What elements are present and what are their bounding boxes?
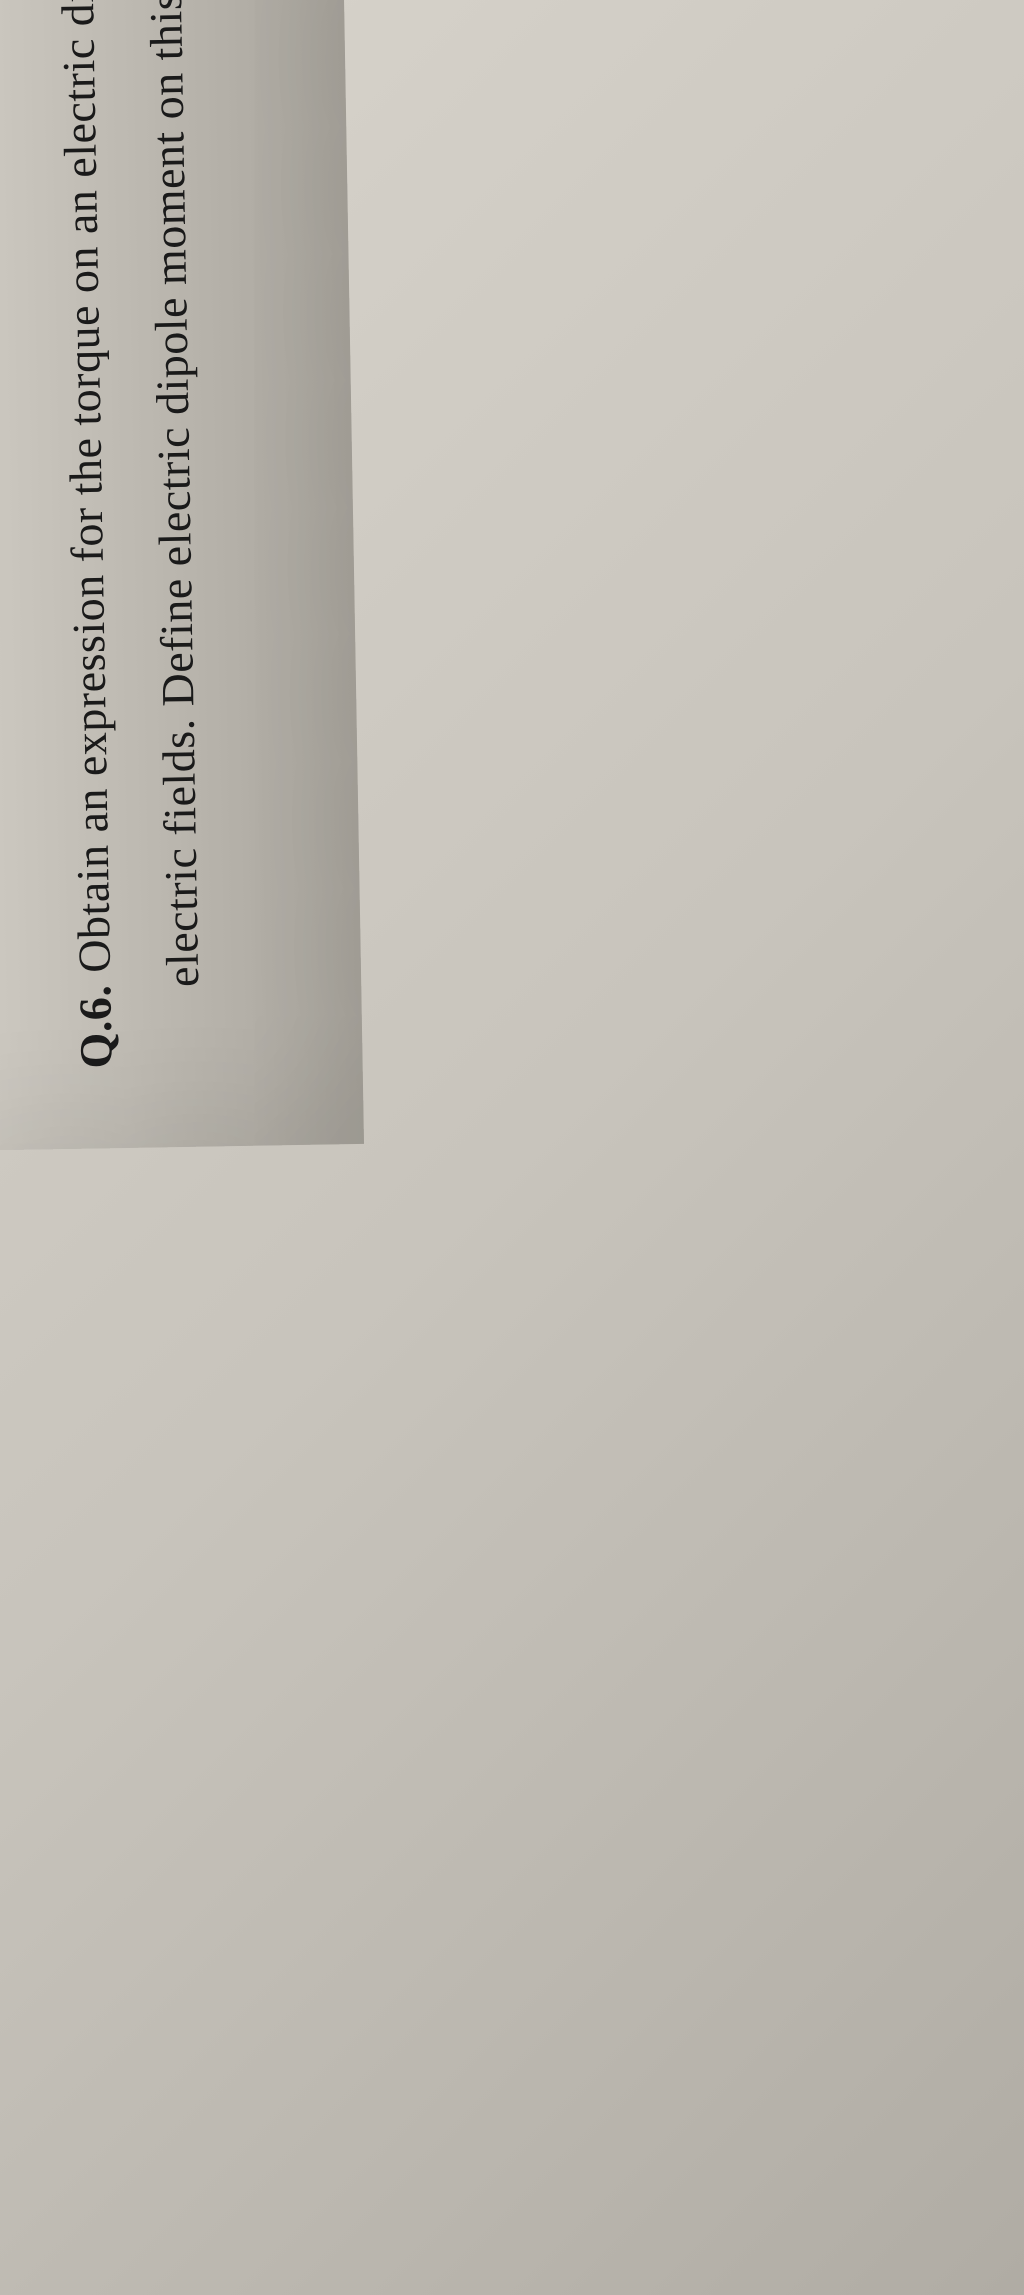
q6-label: Q.6. bbox=[70, 984, 122, 1069]
q6-text2: electric fields. Define electric dipole … bbox=[138, 0, 208, 987]
q6-text1: Obtain an expression for the torque on a… bbox=[46, 0, 120, 973]
exam-page: 1×10⁻⁷m² calculate the current density. … bbox=[0, 0, 364, 1162]
